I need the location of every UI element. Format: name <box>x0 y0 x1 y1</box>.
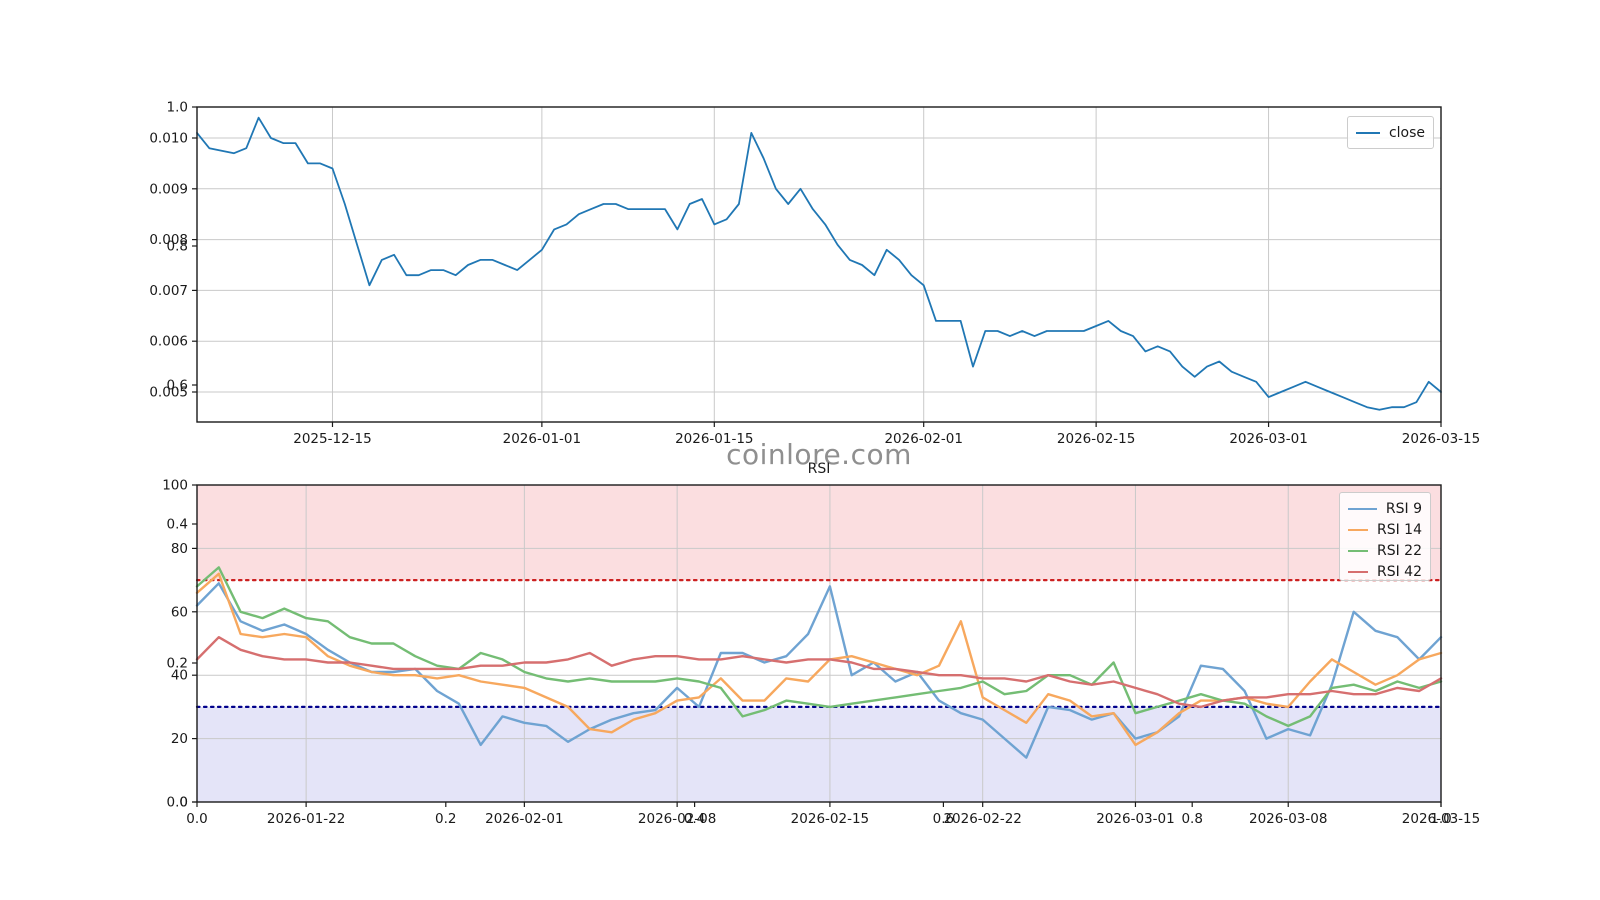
rsi-x-tick-label: 2026-03-01 <box>1096 811 1174 827</box>
rsi22-series-line <box>195 566 1443 728</box>
price-y-tick-label: 0.007 <box>149 283 188 299</box>
ghost-x-tick-label: 0.2 <box>435 811 456 827</box>
ghost-x-tick-label: 0.8 <box>1181 811 1202 827</box>
rsi-x-tick-label: 2026-03-15 <box>1402 811 1480 827</box>
rsi22-line-swatch <box>1348 549 1368 552</box>
rsi-legend: RSI 9 RSI 14 RSI 22 RSI 42 <box>1339 492 1431 581</box>
rsi42-series-line <box>195 636 1443 709</box>
rsi-panel-title: RSI <box>807 461 831 477</box>
ghost-x-tick-label: 1.0 <box>1430 811 1451 827</box>
price-x-tick-label: 2025-12-15 <box>293 431 371 447</box>
rsi-x-tick-label: 2026-02-01 <box>485 811 563 827</box>
price-y-tick-label: 0.009 <box>149 181 188 197</box>
price-panel-spines <box>196 106 1442 423</box>
rsi-y-tick-label: 80 <box>171 541 188 557</box>
price-y-tick-label: 0.008 <box>149 232 188 248</box>
rsi14-line-swatch <box>1348 528 1368 531</box>
legend-item-rsi42: RSI 42 <box>1348 561 1422 582</box>
price-y-tick-label: 0.005 <box>149 385 188 401</box>
legend-item-rsi14: RSI 14 <box>1348 519 1422 540</box>
ghost-y-tick-label: 1.0 <box>167 100 188 116</box>
rsi-x-tick-label: 2026-01-22 <box>267 811 345 827</box>
overbought-band <box>197 485 1441 581</box>
ghost-y-tick-label: 0.6 <box>167 378 188 394</box>
rsi-y-tick-label: 100 <box>162 478 188 494</box>
legend-label-rsi22: RSI 22 <box>1376 542 1422 559</box>
price-x-tick-label: 2026-03-15 <box>1402 431 1480 447</box>
price-x-tick-label: 2026-01-01 <box>503 431 581 447</box>
legend-item-rsi9: RSI 9 <box>1348 498 1422 519</box>
rsi-y-tick-label: 40 <box>171 668 188 684</box>
ghost-x-tick-label: 0.0 <box>186 811 207 827</box>
ghost-x-tick-label: 0.6 <box>933 811 954 827</box>
price-y-tick-label: 0.006 <box>149 334 188 350</box>
rsi42-line-swatch <box>1348 570 1368 573</box>
rsi-x-tick-label: 2026-02-15 <box>791 811 869 827</box>
rsi-x-tick-label: 2026-03-08 <box>1249 811 1327 827</box>
rsi-y-tick-label: 20 <box>171 731 188 747</box>
rsi-y-tick-label: 60 <box>171 604 188 620</box>
rsi-x-tick-label: 2026-02-22 <box>943 811 1021 827</box>
ghost-x-tick-label: 0.4 <box>684 811 705 827</box>
legend-label-rsi14: RSI 14 <box>1376 521 1422 538</box>
price-y-tick-label: 0.010 <box>149 131 188 147</box>
oversold-band <box>197 706 1441 802</box>
ghost-y-tick-label: 0.4 <box>167 517 188 533</box>
price-x-tick-label: 2026-02-01 <box>884 431 962 447</box>
rsi9-series-line <box>195 582 1443 759</box>
close-series-line <box>196 116 1442 411</box>
price-x-tick-label: 2026-02-15 <box>1057 431 1135 447</box>
close-line-swatch <box>1356 131 1380 134</box>
rsi-x-tick-label: 2026-02-08 <box>638 811 716 827</box>
rsi9-line-swatch <box>1348 507 1377 510</box>
legend-label-rsi42: RSI 42 <box>1376 563 1422 580</box>
price-x-tick-label: 2026-01-15 <box>675 431 753 447</box>
ghost-y-tick-label: 0.8 <box>167 239 188 255</box>
ghost-y-tick-label: 0.2 <box>167 656 188 672</box>
legend-label-close: close <box>1388 124 1425 141</box>
rsi-panel-spines <box>196 484 1442 803</box>
legend-label-rsi9: RSI 9 <box>1385 500 1422 517</box>
price-legend: close <box>1347 116 1434 149</box>
legend-item-rsi22: RSI 22 <box>1348 540 1422 561</box>
rsi-y-tick-label: 0 <box>179 795 188 811</box>
ghost-y-tick-label: 0.0 <box>167 795 188 811</box>
legend-item-close: close <box>1356 122 1425 143</box>
price-x-tick-label: 2026-03-01 <box>1229 431 1307 447</box>
coinlore-watermark: coinlore.com <box>726 438 912 471</box>
